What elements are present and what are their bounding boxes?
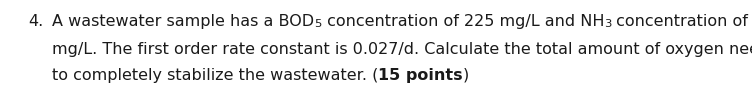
Text: to completely stabilize the wastewater. (: to completely stabilize the wastewater. … (52, 68, 378, 83)
Text: 3: 3 (604, 19, 611, 29)
Text: 5: 5 (314, 19, 322, 29)
Text: concentration of 75: concentration of 75 (611, 14, 752, 29)
Text: 4.: 4. (28, 14, 44, 29)
Text: 15 points: 15 points (378, 68, 463, 83)
Text: A wastewater sample has a BOD: A wastewater sample has a BOD (52, 14, 314, 29)
Text: mg/L. The first order rate constant is 0.027/d. Calculate the total amount of ox: mg/L. The first order rate constant is 0… (52, 42, 752, 57)
Text: concentration of 225 mg/L and NH: concentration of 225 mg/L and NH (322, 14, 604, 29)
Text: ): ) (463, 68, 469, 83)
